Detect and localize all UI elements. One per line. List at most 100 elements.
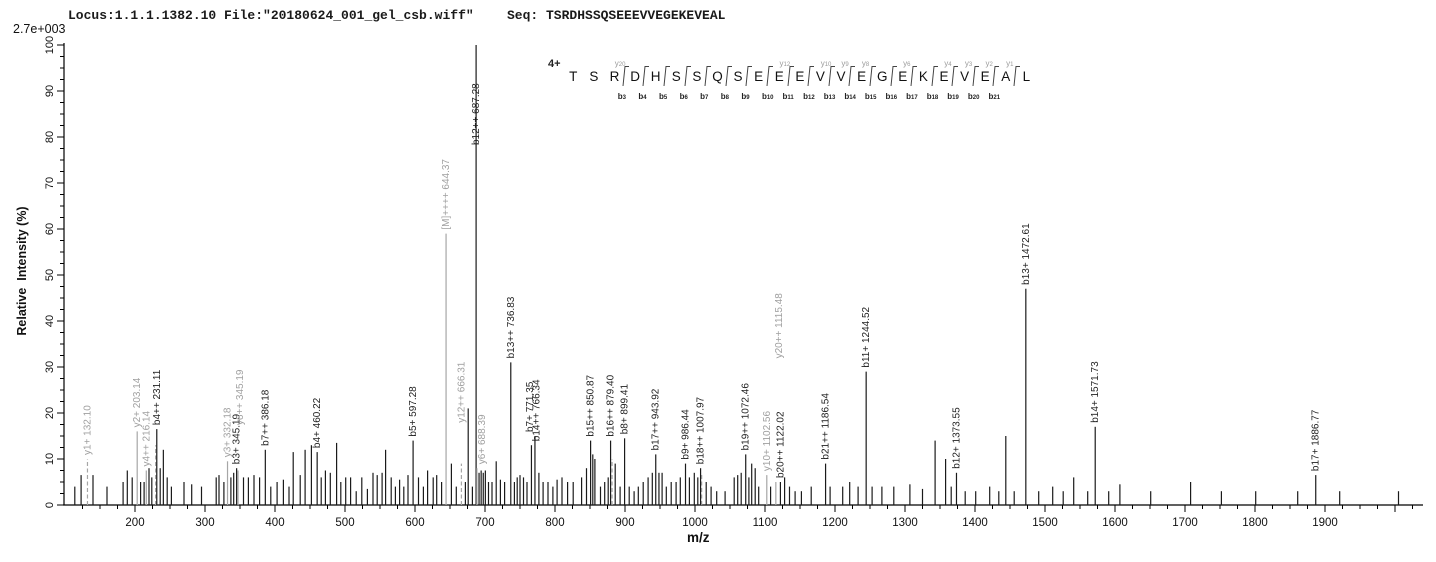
b-ion-label: b21 [988, 92, 1001, 101]
residue-letter: S [733, 69, 743, 84]
peak-label: y6+ 688.39 [477, 414, 488, 464]
residue-letter: E [774, 69, 784, 84]
residue-letter: S [692, 69, 702, 84]
peak-label: b11+ 1244.52 [861, 306, 872, 367]
residue-cell: b10 E [762, 66, 790, 101]
y-axis-tick-label: 80 [44, 131, 56, 143]
residue-letter: E [898, 69, 908, 84]
y-axis-tick-label: 0 [44, 502, 56, 508]
residue-cell: y9 b14 E [841, 59, 872, 101]
fragmentation-mark-icon [848, 66, 856, 87]
residue-letter: H [650, 69, 661, 84]
fragmentation-mark-icon [684, 66, 691, 87]
residue-cell: y10 b13 V [821, 59, 852, 101]
x-axis-tick-label: 1300 [892, 517, 918, 529]
sequence-header: Seq: TSRDHSSQSEEEVVEGEKEVEAL [507, 8, 726, 23]
b-ion-label: b16 [885, 92, 898, 101]
precursor-charge-label: 4+ [548, 58, 561, 70]
peak-label: b13++ 736.83 [506, 296, 517, 358]
peak-label: y3+ 332.18 [223, 407, 234, 457]
residue-letter: Q [712, 69, 723, 84]
peak-label: b7++ 386.18 [260, 389, 271, 446]
y-axis-tick-label: 40 [44, 315, 56, 327]
residue-cell: y20 b3 D [615, 59, 646, 101]
y-ion-label: y6 [903, 59, 911, 68]
x-axis-tick-label: 200 [125, 517, 144, 529]
y-ion-label: y10 [820, 59, 832, 68]
residue-letter: E [857, 69, 867, 84]
b-ion-label: b13 [823, 92, 836, 101]
peak-label: b14+ 1571.73 [1090, 361, 1101, 423]
x-axis-tick-label: 400 [265, 517, 284, 529]
residue-cell: y2 b21 A [985, 59, 1016, 101]
y-axis-tick-label: 10 [44, 453, 56, 465]
residue-cell: b16 E [886, 66, 914, 101]
b-ion-label: b19 [947, 92, 959, 101]
peak-label: b16++ 879.40 [606, 374, 617, 436]
fragmentation-mark-icon [787, 66, 794, 87]
fragmentation-mark-icon [642, 66, 650, 87]
residue-cell: b12 V [803, 66, 831, 101]
b-ion-label: b17 [906, 92, 918, 101]
peak-label: y1+ 132.10 [82, 405, 93, 455]
residue-letter: E [939, 69, 949, 84]
b-ion-label: b9 [741, 92, 750, 101]
x-axis-tick-label: 1600 [1102, 517, 1128, 529]
residue-letter: K [918, 69, 928, 84]
residue-cell: y8 b15 G [862, 59, 893, 101]
b-ion-label: b20 [967, 92, 980, 101]
peak-label: y6++ 345.19 [235, 369, 246, 425]
x-axis-tick-label: 500 [335, 517, 354, 529]
x-axis-tick-label: 300 [195, 517, 214, 529]
y-axis-tick-label: 30 [44, 361, 56, 373]
b-ion-label: b4 [638, 92, 647, 101]
fragmentation-mark-icon [704, 66, 712, 87]
peak-label: b12+ 1373.55 [951, 407, 962, 469]
peak-label: b17+ 1886.77 [1311, 409, 1322, 471]
peak-label: b5+ 597.28 [408, 386, 419, 437]
b-ion-label: b18 [926, 92, 939, 101]
intensity-scale-annotation: 2.7e+003 [13, 22, 66, 36]
residue-letter: R [609, 69, 620, 84]
residue-letter: G [876, 69, 888, 84]
residue-letter: S [671, 69, 681, 84]
peak-label: b9+ 986.44 [681, 409, 692, 460]
y-ion-label: y12 [779, 59, 791, 68]
peak-label: b3+ 345.19 [232, 413, 243, 464]
peak-label: b13+ 1472.61 [1021, 223, 1032, 285]
x-axis-tick-label: 1200 [822, 517, 848, 529]
fragmentation-mark-icon [725, 66, 732, 87]
fragmentation-mark-icon [766, 66, 773, 87]
b-ion-label: b10 [761, 92, 774, 101]
fragmentation-mark-icon [1013, 66, 1021, 87]
peak-label: y10+ 1102.56 [762, 411, 773, 472]
y-axis-tick-label: 60 [44, 223, 56, 235]
fragmentation-mark-icon [931, 66, 938, 87]
residue-cell: y12 b11 E [780, 59, 811, 101]
peak-label: y2+ 203.14 [132, 377, 143, 427]
peak-label: b4+ 460.22 [312, 397, 323, 448]
peak-label: b8+ 899.41 [620, 384, 631, 435]
residue-letter: V [815, 69, 825, 84]
b-ion-label: b12 [803, 92, 815, 101]
residue-cell: b7 Q [700, 66, 728, 101]
b-ion-label: b7 [700, 92, 709, 101]
fragmentation-mark-icon [807, 66, 815, 87]
b-ion-label: b11 [782, 92, 794, 101]
peak-label: b17++ 943.92 [651, 388, 662, 450]
fragmentation-mark-icon [972, 66, 979, 87]
residue-letter: V [836, 69, 846, 84]
residue-cell: R [604, 68, 625, 86]
y-axis-tick-label: 90 [44, 85, 56, 97]
x-axis-tick-label: 700 [475, 517, 494, 529]
y-ion-label: y4 [944, 59, 952, 68]
peak-label: b21++ 1186.54 [821, 393, 832, 460]
peak-label: b12++ 687.28 [471, 83, 482, 145]
residue-cell: T [563, 68, 584, 86]
peak-label: b19++ 1072.46 [741, 383, 752, 451]
y-axis-tick-label: 70 [44, 177, 56, 189]
peak-label: y4++ 216.14 [141, 410, 152, 466]
locus-file-header: Locus:1.1.1.1382.10 File:"20180624_001_g… [68, 8, 474, 23]
